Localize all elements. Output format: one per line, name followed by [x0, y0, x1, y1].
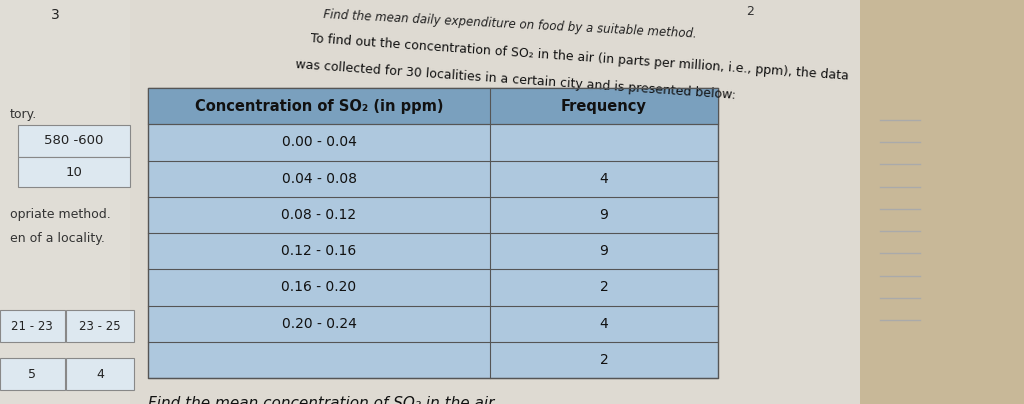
Text: 23 - 25: 23 - 25	[79, 320, 121, 332]
Text: 580 -600: 580 -600	[44, 135, 103, 147]
Text: To find out the concentration of SO₂ in the air (in parts per million, i.e., ppm: To find out the concentration of SO₂ in …	[310, 32, 849, 82]
Text: 10: 10	[66, 166, 83, 179]
Text: Find the mean concentration of SO₂ in the air.: Find the mean concentration of SO₂ in th…	[148, 396, 498, 404]
Bar	[148, 88, 718, 124]
Polygon shape	[860, 0, 1024, 404]
Bar	[0, 310, 65, 342]
Text: 5: 5	[28, 368, 36, 381]
Text: 0.04 - 0.08: 0.04 - 0.08	[282, 172, 356, 185]
Text: Frequency: Frequency	[561, 99, 647, 114]
Text: 2: 2	[600, 280, 608, 295]
Text: tory.: tory.	[10, 108, 37, 121]
Text: 0.12 - 0.16: 0.12 - 0.16	[282, 244, 356, 258]
Text: 9: 9	[600, 208, 608, 222]
Text: en of a locality.: en of a locality.	[10, 232, 104, 245]
Text: 3: 3	[50, 8, 59, 22]
Text: Concentration of SO₂ (in ppm): Concentration of SO₂ (in ppm)	[195, 99, 443, 114]
Text: 0.00 - 0.04: 0.00 - 0.04	[282, 135, 356, 149]
Bar	[0, 358, 65, 390]
Text: 0.16 - 0.20: 0.16 - 0.20	[282, 280, 356, 295]
Bar	[18, 157, 130, 187]
Text: 2: 2	[600, 353, 608, 367]
Text: 4: 4	[600, 172, 608, 185]
Bar	[66, 310, 134, 342]
Bar	[148, 88, 718, 378]
Text: 21 - 23: 21 - 23	[11, 320, 53, 332]
Text: 0.08 - 0.12: 0.08 - 0.12	[282, 208, 356, 222]
Text: opriate method.: opriate method.	[10, 208, 111, 221]
Polygon shape	[130, 0, 860, 404]
Text: 2: 2	[746, 5, 754, 18]
Text: 0.20 - 0.24: 0.20 - 0.24	[282, 317, 356, 330]
Text: 4: 4	[600, 317, 608, 330]
Polygon shape	[0, 0, 130, 404]
Text: Find the mean daily expenditure on food by a suitable method.: Find the mean daily expenditure on food …	[323, 8, 697, 40]
Bar	[66, 358, 134, 390]
Bar	[18, 125, 130, 157]
Text: 4: 4	[96, 368, 104, 381]
Text: 9: 9	[600, 244, 608, 258]
Text: was collected for 30 localities in a certain city and is presented below:: was collected for 30 localities in a cer…	[295, 58, 736, 102]
